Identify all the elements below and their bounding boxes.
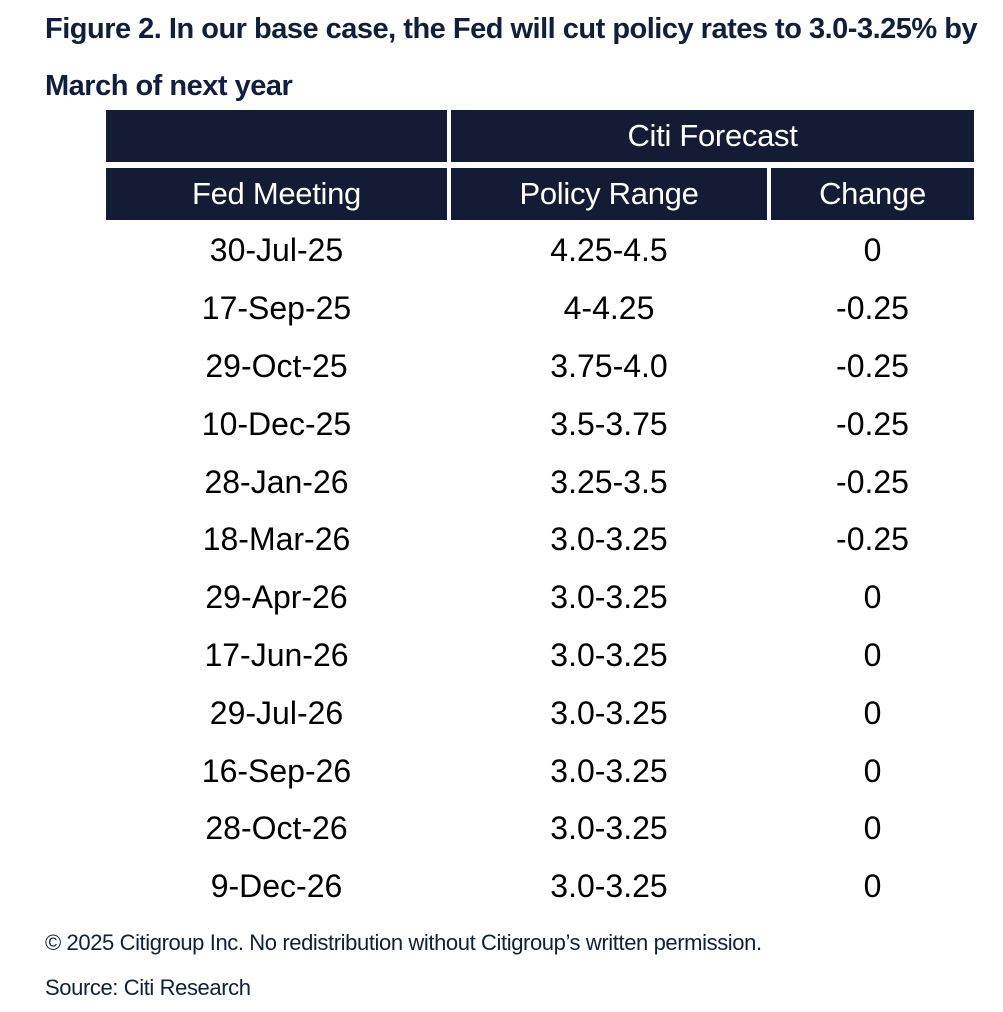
table-cell: 0	[863, 232, 882, 269]
table-cell: 4.25-4.5	[550, 232, 668, 269]
copyright-notice: © 2025 Citigroup Inc. No redistribution …	[45, 930, 762, 955]
group-header-citi-forecast: Citi Forecast	[451, 110, 974, 162]
table-row: 9-Dec-26 3.0-3.25 0	[106, 858, 974, 916]
table-group-header-row: Citi Forecast	[106, 110, 974, 162]
table-cell: -0.25	[836, 521, 909, 558]
figure-title: Figure 2. In our base case, the Fed will…	[45, 13, 978, 102]
table-row: 28-Jan-26 3.25-3.5 -0.25	[106, 453, 974, 511]
table-cell: 16-Sep-26	[201, 752, 352, 789]
table-row: 28-Oct-26 3.0-3.25 0	[106, 800, 974, 858]
table-cell: -0.25	[836, 347, 909, 384]
table-cell: 17-Sep-25	[201, 290, 352, 327]
source-line: Source: Citi Research	[45, 975, 251, 1000]
table-cell: 18-Mar-26	[202, 521, 351, 558]
table-cell: 3.0-3.25	[550, 752, 668, 789]
table-column-header-row: Fed Meeting Policy Range Change	[106, 168, 974, 220]
table-cell: 3.25-3.5	[550, 463, 668, 500]
table-cell: 0	[863, 579, 882, 616]
table-cell: 28-Jan-26	[204, 463, 349, 500]
column-header-fed-meeting: Fed Meeting	[106, 168, 447, 220]
table-cell: 3.0-3.25	[550, 810, 668, 847]
table-row: 29-Apr-26 3.0-3.25 0	[106, 569, 974, 627]
table-cell: 3.5-3.75	[550, 405, 668, 442]
table-cell: 3.75-4.0	[550, 347, 668, 384]
table-cell: 4-4.25	[563, 290, 655, 327]
corner-empty-cell	[106, 110, 447, 162]
table-row: 17-Sep-25 4-4.25 -0.25	[106, 280, 974, 338]
table-cell: 0	[863, 868, 882, 905]
table-cell: 30-Jul-25	[209, 232, 344, 269]
table-cell: 9-Dec-26	[210, 868, 343, 905]
table-cell: 3.0-3.25	[550, 694, 668, 731]
table-cell: 0	[863, 694, 882, 731]
table-body: 30-Jul-25 4.25-4.5 0 17-Sep-25 4-4.25 -0.25 29…	[106, 222, 974, 916]
table-row: 10-Dec-25 3.5-3.75 -0.25	[106, 395, 974, 453]
table-cell: 0	[863, 636, 882, 673]
table-row: 29-Jul-26 3.0-3.25 0	[106, 684, 974, 742]
table-cell: 29-Apr-26	[205, 579, 348, 616]
table-row: 29-Oct-25 3.75-4.0 -0.25	[106, 338, 974, 396]
table-cell: 17-Jun-26	[204, 636, 349, 673]
table-row: 17-Jun-26 3.0-3.25 0	[106, 627, 974, 685]
column-header-change: Change	[771, 168, 974, 220]
table-cell: 3.0-3.25	[550, 521, 668, 558]
table-cell: -0.25	[836, 405, 909, 442]
table-cell: -0.25	[836, 290, 909, 327]
table-row: 16-Sep-26 3.0-3.25 0	[106, 742, 974, 800]
forecast-table: Citi Forecast Fed Meeting Policy Range C…	[106, 110, 974, 916]
table-cell: 3.0-3.25	[550, 579, 668, 616]
table-cell: -0.25	[836, 463, 909, 500]
table-row: 30-Jul-25 4.25-4.5 0	[106, 222, 974, 280]
table-cell: 28-Oct-26	[205, 810, 348, 847]
table-row: 18-Mar-26 3.0-3.25 -0.25	[106, 511, 974, 569]
column-header-policy-range: Policy Range	[451, 168, 767, 220]
table-cell: 29-Jul-26	[209, 694, 344, 731]
table-cell: 3.0-3.25	[550, 636, 668, 673]
table-cell: 10-Dec-25	[201, 405, 352, 442]
table-cell: 0	[863, 810, 882, 847]
table-cell: 0	[863, 752, 882, 789]
table-cell: 3.0-3.25	[550, 868, 668, 905]
table-cell: 29-Oct-25	[205, 347, 348, 384]
